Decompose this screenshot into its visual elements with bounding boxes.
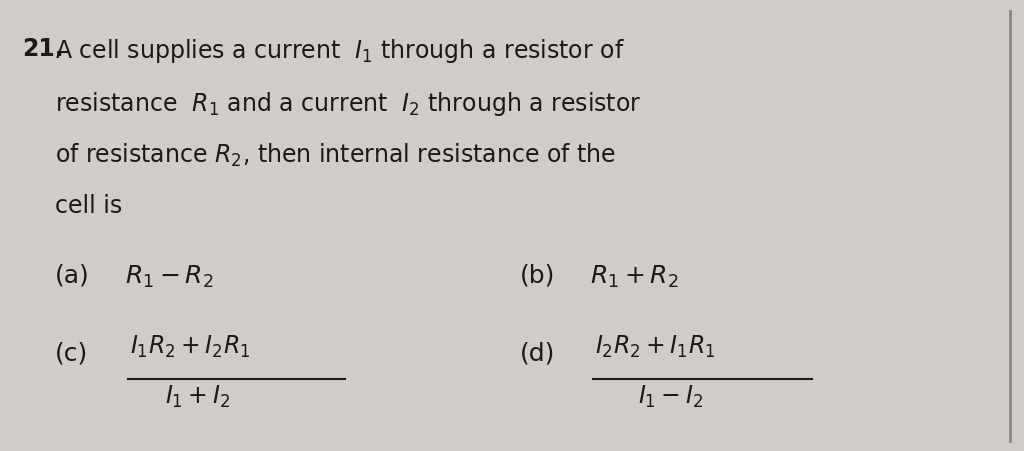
Text: $I_1 + I_2$: $I_1 + I_2$	[165, 383, 230, 410]
Text: of resistance $R_2$, then internal resistance of the: of resistance $R_2$, then internal resis…	[55, 142, 615, 169]
Text: $I_1 - I_2$: $I_1 - I_2$	[638, 383, 703, 410]
Text: $I_2 R_2 + I_1 R_1$: $I_2 R_2 + I_1 R_1$	[595, 333, 716, 359]
Text: $R_1 - R_2$: $R_1 - R_2$	[125, 263, 214, 290]
Text: 21.: 21.	[22, 37, 63, 61]
Text: (a): (a)	[55, 263, 90, 287]
Text: cell is: cell is	[55, 193, 122, 217]
Text: $I_1 R_2 + I_2 R_1$: $I_1 R_2 + I_2 R_1$	[130, 333, 250, 359]
Text: A cell supplies a current  $I_1$ through a resistor of: A cell supplies a current $I_1$ through …	[55, 37, 625, 65]
Text: (d): (d)	[520, 341, 555, 365]
Text: resistance  $R_1$ and a current  $I_2$ through a resistor: resistance $R_1$ and a current $I_2$ thr…	[55, 90, 641, 118]
Text: $R_1 + R_2$: $R_1 + R_2$	[590, 263, 679, 290]
Text: (b): (b)	[520, 263, 555, 287]
Text: (c): (c)	[55, 341, 88, 365]
